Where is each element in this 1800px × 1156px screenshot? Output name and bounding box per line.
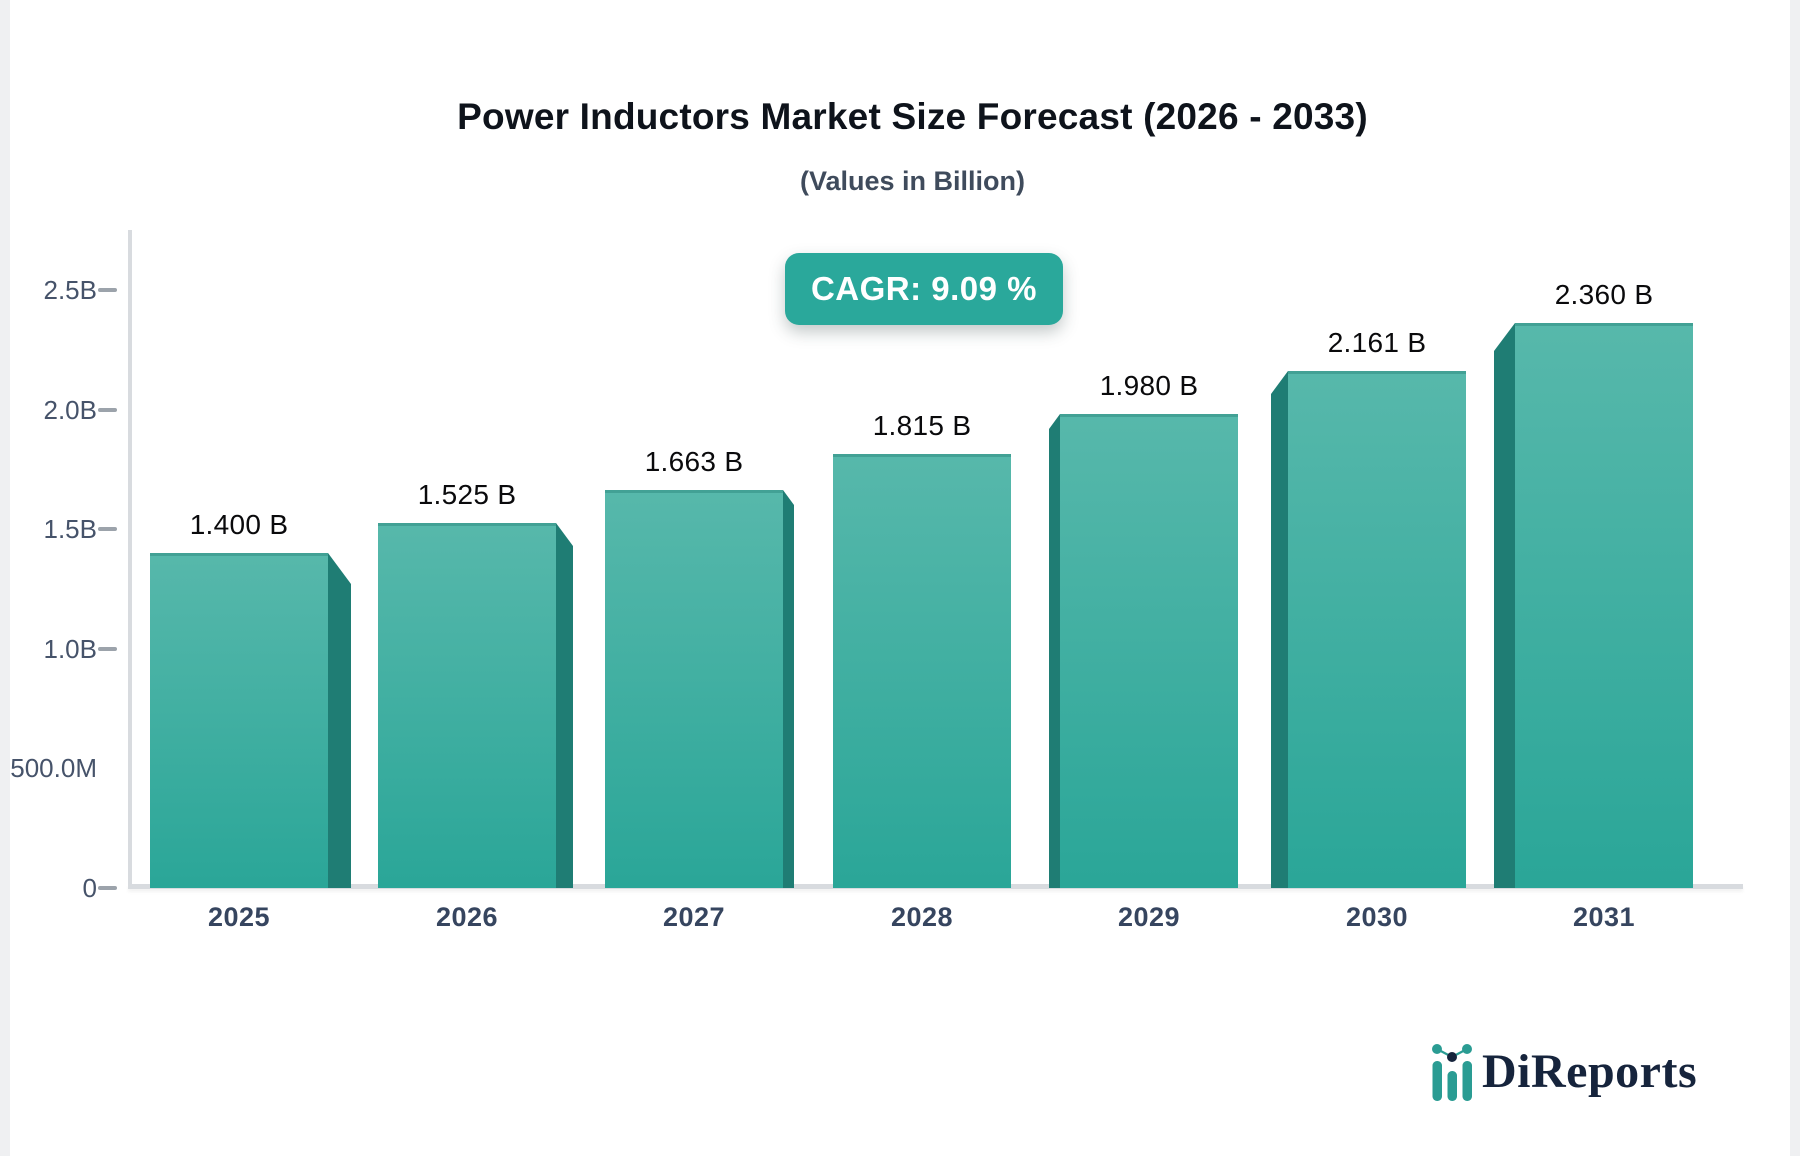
bar-value-label-2028: 1.815 B [872, 410, 972, 441]
y-axis-label-2.5B: 2.5B [43, 275, 98, 305]
y-axis-tick [98, 646, 117, 651]
cagr-badge: CAGR: 9.09 % [785, 253, 1063, 325]
y-axis-line [128, 230, 132, 888]
y-axis-tick [98, 407, 117, 412]
bar-side-2031 [1494, 323, 1515, 888]
y-axis-tick [98, 288, 117, 292]
x-axis-label-2026: 2026 [435, 902, 499, 932]
bar-side-2029 [1049, 414, 1060, 888]
chart-title: Power Inductors Market Size Forecast (20… [457, 96, 1368, 137]
logo-bar-chart-icon [1432, 1044, 1472, 1101]
bar-value-label-2027: 1.663 B [644, 446, 744, 477]
x-axis-label-2025: 2025 [207, 902, 271, 932]
y-axis-label-2.0B: 2.0B [43, 394, 98, 425]
bar-value-label-2029: 1.980 B [1099, 370, 1199, 401]
bar-2030 [1288, 371, 1466, 888]
y-axis-tick [98, 886, 117, 890]
x-axis-label-2031: 2031 [1572, 902, 1636, 932]
bar-side-2026 [556, 523, 573, 888]
y-axis-tick [98, 527, 117, 532]
page-left-margin [0, 0, 10, 1156]
bar-2026 [378, 523, 556, 888]
logo: DiReports [1430, 1032, 1697, 1104]
page-right-margin [1790, 0, 1800, 1156]
y-axis-label-500.0M: 500.0M [10, 753, 97, 784]
bar-side-2030 [1271, 371, 1288, 888]
bar-value-label-2026: 1.525 B [417, 479, 517, 510]
bar-2031 [1515, 323, 1693, 888]
bar-side-2025 [328, 553, 351, 888]
y-axis-label-1.5B: 1.5B [43, 514, 98, 545]
x-axis-label-2027: 2027 [662, 902, 726, 932]
bar-value-label-2030: 2.161 B [1327, 327, 1427, 358]
bar-2029 [1060, 414, 1238, 888]
x-axis-label-2028: 2028 [890, 902, 954, 932]
chart-subtitle: (Values in Billion) [799, 166, 1026, 196]
x-axis-label-2029: 2029 [1117, 902, 1181, 932]
bar-2028 [833, 454, 1011, 888]
y-axis-label-0: 0 [82, 873, 97, 903]
x-axis-label-2030: 2030 [1345, 902, 1409, 932]
bar-2027 [605, 490, 783, 888]
y-axis-label-1.0B: 1.0B [43, 633, 98, 664]
bar-side-2027 [783, 490, 794, 888]
bar-value-label-2031: 2.360 B [1554, 279, 1654, 310]
bar-value-label-2025: 1.400 B [189, 509, 289, 540]
logo-text: DiReports [1482, 1045, 1698, 1098]
bar-2025 [150, 553, 328, 888]
